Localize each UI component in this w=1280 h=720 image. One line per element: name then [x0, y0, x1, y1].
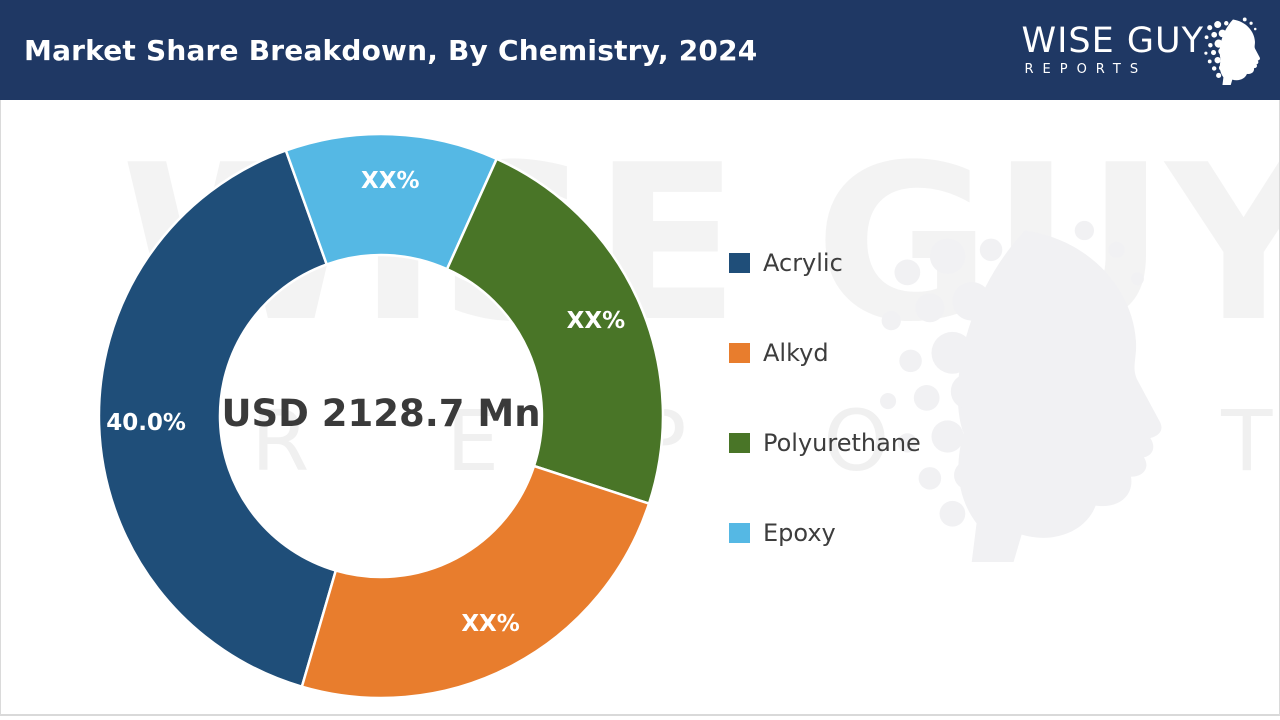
- slice-label-acrylic: 40.0%: [106, 410, 186, 436]
- logo-head-icon: [1204, 17, 1260, 85]
- legend-label: Acrylic: [763, 249, 843, 277]
- donut-slice-acrylic: [97, 148, 338, 689]
- slice-label-epoxy: XX%: [361, 168, 420, 194]
- legend-swatch-alkyd: [729, 343, 750, 363]
- chart-area: WISE GUY R E P O R T S 40.0%XX%XX%XX% US…: [0, 100, 1280, 716]
- page-title: Market Share Breakdown, By Chemistry, 20…: [24, 33, 758, 67]
- donut-slice-polyurethane: [445, 157, 665, 506]
- logo-wordmark: WISE GUY: [1021, 21, 1204, 61]
- slice-label-alkyd: XX%: [461, 611, 520, 637]
- donut-center-value: USD 2128.7 Mn: [221, 392, 541, 435]
- legend-item-alkyd: Alkyd: [729, 339, 921, 367]
- legend: Acrylic Alkyd Polyurethane Epoxy: [729, 249, 921, 613]
- donut-chart: 40.0% XX% XX% XX%: [97, 132, 665, 700]
- legend-swatch-epoxy: [729, 523, 750, 543]
- legend-item-polyurethane: Polyurethane: [729, 429, 921, 457]
- legend-label: Epoxy: [763, 519, 836, 547]
- legend-label: Polyurethane: [763, 429, 921, 457]
- legend-swatch-acrylic: [729, 253, 750, 273]
- header-bar: Market Share Breakdown, By Chemistry, 20…: [0, 0, 1280, 100]
- legend-label: Alkyd: [763, 339, 829, 367]
- legend-swatch-polyurethane: [729, 433, 750, 453]
- legend-item-acrylic: Acrylic: [729, 249, 921, 277]
- legend-item-epoxy: Epoxy: [729, 519, 921, 547]
- logo-subtitle: REPORTS: [1024, 62, 1148, 77]
- slice-label-polyurethane: XX%: [567, 308, 626, 334]
- wise-guy-reports-logo: WISE GUY REPORTS: [1021, 15, 1264, 85]
- donut-slice-alkyd: [300, 464, 651, 700]
- logo-text: WISE GUY REPORTS: [1021, 21, 1204, 77]
